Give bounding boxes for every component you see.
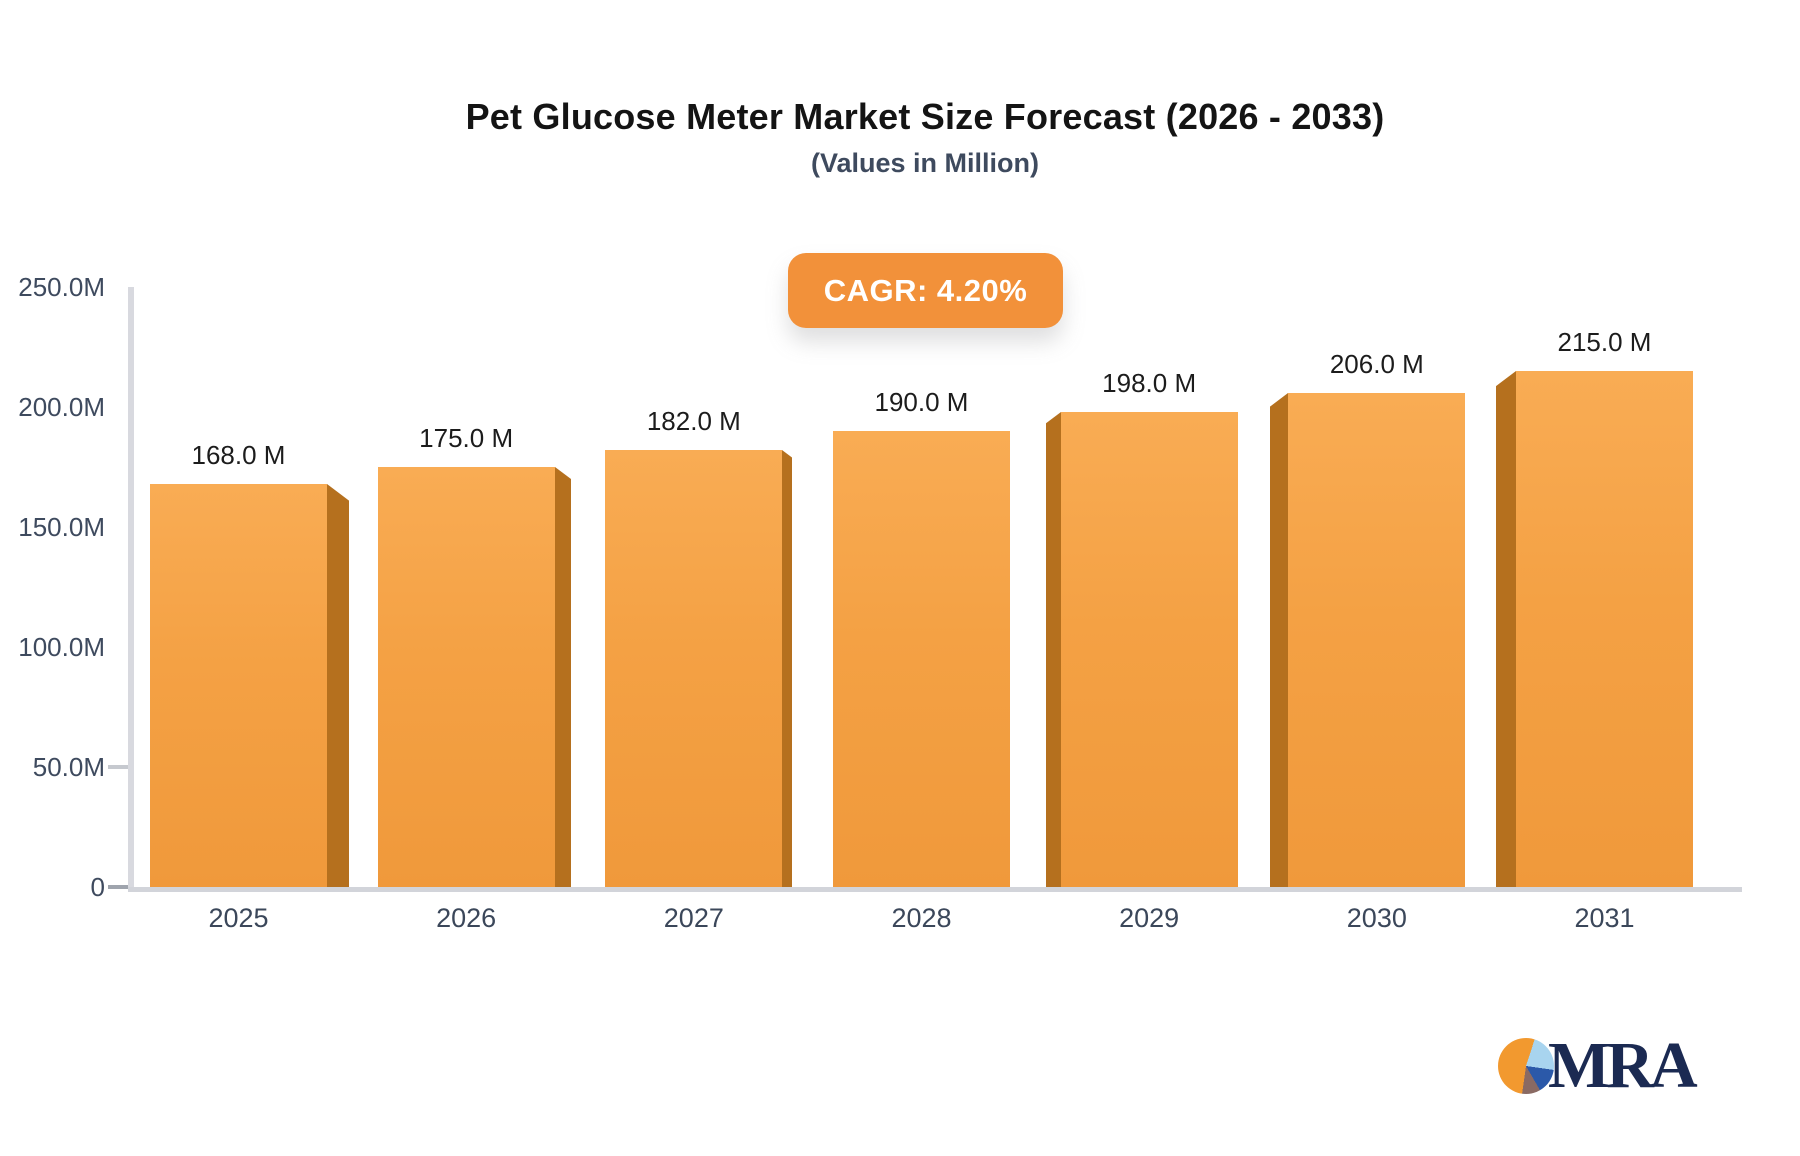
y-axis-tick <box>108 885 128 889</box>
bar-value-label-2030: 206.0 M <box>1329 348 1424 379</box>
x-axis-label-2028: 2028 <box>891 903 952 933</box>
bar-value-label-2029: 198.0 M <box>1102 367 1197 398</box>
labels-layer: 250.0M 200.0M 150.0M 100.0M 50.0M 0 168.0 M 202… <box>18 272 1652 933</box>
bar-2025[interactable] <box>150 483 327 887</box>
cagr-badge: CAGR: 4.20% <box>788 253 1063 328</box>
x-axis-label-2031: 2031 <box>1574 903 1635 933</box>
bar-side-2026 <box>554 467 571 887</box>
x-axis-label-2026: 2026 <box>436 903 497 933</box>
bar-side-2027 <box>782 450 793 887</box>
y-axis-label-100.0M: 100.0M <box>18 632 105 662</box>
bars-layer <box>150 371 1693 887</box>
x-axis-label-2025: 2025 <box>208 903 269 933</box>
y-axis-label-150.0M: 150.0M <box>18 512 105 542</box>
bar-side-2030 <box>1270 392 1289 887</box>
x-axis-label-2029: 2029 <box>1119 903 1180 933</box>
y-axis-tick <box>108 765 128 769</box>
bar-side-2025 <box>327 483 349 887</box>
chart-header: Pet Glucose Meter Market Size Forecast (… <box>50 96 1800 179</box>
bar-value-label-2031: 215.0 M <box>1557 327 1652 357</box>
y-axis-label-200.0M: 200.0M <box>18 392 105 422</box>
y-axis-line <box>128 287 134 887</box>
bar-chart-plot: 250.0M 200.0M 150.0M 100.0M 50.0M 0 168.0 M 202… <box>18 272 1742 933</box>
pie-chart-logo-icon <box>1498 1038 1554 1094</box>
bar-side-2031 <box>1496 371 1516 887</box>
x-axis-label-2030: 2030 <box>1346 903 1407 933</box>
bar-value-label-2028: 190.0 M <box>874 387 969 417</box>
bar-value-label-2027: 182.0 M <box>646 406 741 437</box>
bar-2027[interactable] <box>605 450 783 887</box>
x-axis-label-2027: 2027 <box>663 903 724 933</box>
bar-side-2029 <box>1045 411 1061 887</box>
bar-2028[interactable] <box>833 431 1010 887</box>
bar-2026[interactable] <box>377 467 555 887</box>
y-axis-label-50.0M: 50.0M <box>32 752 105 782</box>
cagr-badge-label: CAGR: 4.20% <box>823 272 1028 308</box>
y-axis-label-0: 0 <box>90 872 105 902</box>
logo-text: MRA <box>1548 1029 1698 1102</box>
bar-2031[interactable] <box>1516 371 1693 887</box>
chart-title: Pet Glucose Meter Market Size Forecast (… <box>465 96 1385 137</box>
bar-value-label-2025: 168.0 M <box>191 439 286 470</box>
x-axis-baseline <box>128 887 1742 892</box>
chart-subtitle: (Values in Million) <box>810 148 1040 178</box>
bar-2029[interactable] <box>1060 411 1238 887</box>
mra-logo: MRA <box>1498 1029 1698 1102</box>
bar-value-label-2026: 175.0 M <box>419 423 514 453</box>
bar-2030[interactable] <box>1288 392 1466 887</box>
y-axis-label-250.0M: 250.0M <box>18 272 105 302</box>
